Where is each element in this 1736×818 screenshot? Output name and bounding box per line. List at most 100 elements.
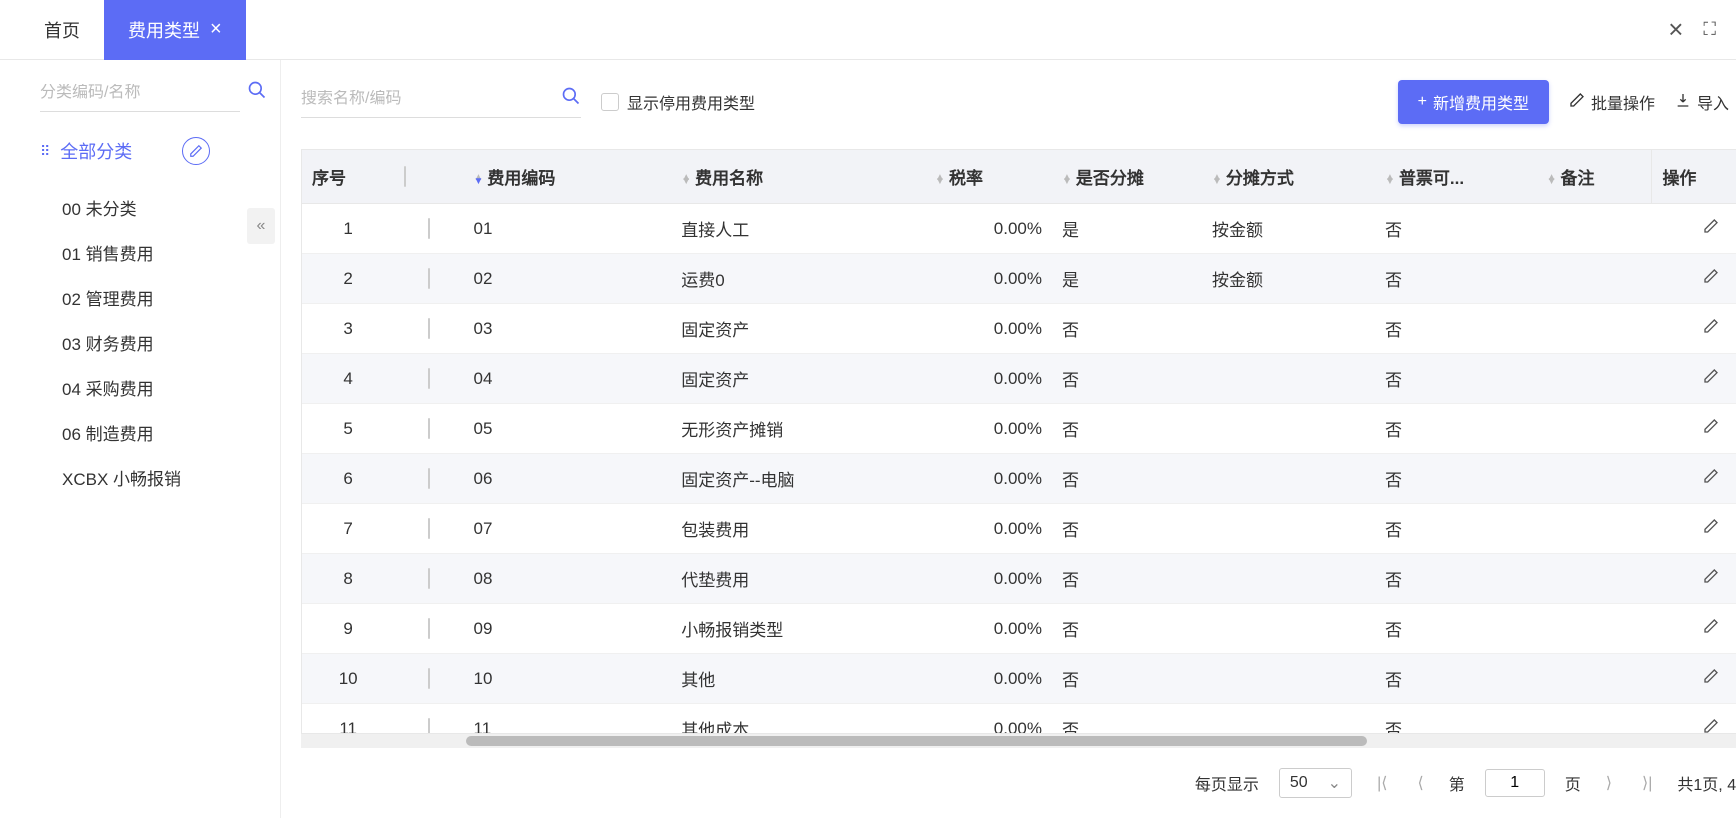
page-last-icon[interactable]: ⟩|: [1637, 773, 1657, 793]
row-edit-icon[interactable]: [1703, 721, 1719, 733]
per-page-select[interactable]: 50 ⌄: [1279, 768, 1352, 798]
table-row[interactable]: 202运费00.00%是按金额否: [302, 254, 1736, 304]
category-item[interactable]: 06 制造费用: [40, 410, 280, 455]
category-item[interactable]: 02 管理费用: [40, 275, 280, 320]
cell-checkbox[interactable]: [394, 704, 463, 734]
table-row[interactable]: 1111其他成本0.00%否否: [302, 704, 1736, 734]
checkbox-icon[interactable]: [428, 318, 430, 339]
batch-action-button[interactable]: 批量操作: [1569, 90, 1655, 114]
tab-close-icon[interactable]: ×: [210, 18, 222, 41]
category-item[interactable]: 04 采购费用: [40, 365, 280, 410]
cell-code: 06: [464, 454, 672, 504]
row-edit-icon[interactable]: [1703, 221, 1719, 238]
row-edit-icon[interactable]: [1703, 471, 1719, 488]
col-pp[interactable]: ▲▼普票可...: [1375, 150, 1537, 204]
horizontal-scrollbar[interactable]: [301, 734, 1736, 748]
cell-checkbox[interactable]: [394, 654, 463, 704]
col-isft[interactable]: ▲▼是否分摊: [1052, 150, 1202, 204]
tab-home[interactable]: 首页: [20, 0, 104, 60]
add-fee-type-button[interactable]: + 新增费用类型: [1398, 80, 1549, 124]
table-row[interactable]: 808代垫费用0.00%否否: [302, 554, 1736, 604]
row-edit-icon[interactable]: [1703, 321, 1719, 338]
row-edit-icon[interactable]: [1703, 271, 1719, 288]
edit-icon: [1569, 92, 1585, 113]
table-row[interactable]: 707包装费用0.00%否否: [302, 504, 1736, 554]
checkbox-icon[interactable]: [428, 668, 430, 689]
cell-checkbox[interactable]: [394, 254, 463, 304]
cell-ftway: [1202, 404, 1375, 454]
close-icon[interactable]: ×: [1668, 14, 1683, 45]
search-icon[interactable]: [247, 80, 267, 106]
category-item[interactable]: 00 未分类: [40, 185, 280, 230]
cell-name: 代垫费用: [671, 554, 925, 604]
category-item[interactable]: 01 销售费用: [40, 230, 280, 275]
cell-checkbox[interactable]: [394, 454, 463, 504]
table-row[interactable]: 303固定资产0.00%否否: [302, 304, 1736, 354]
cell-name: 无形资产摊销: [671, 404, 925, 454]
cell-checkbox[interactable]: [394, 204, 463, 254]
import-button[interactable]: 导入: [1675, 90, 1729, 114]
checkbox-icon[interactable]: [428, 218, 430, 239]
row-edit-icon[interactable]: [1703, 671, 1719, 688]
table-row[interactable]: 606固定资产--电脑0.00%否否: [302, 454, 1736, 504]
cell-checkbox[interactable]: [394, 554, 463, 604]
cell-checkbox[interactable]: [394, 604, 463, 654]
cell-pp: 否: [1375, 354, 1537, 404]
category-all-label[interactable]: 全部分类: [60, 138, 132, 164]
table-row[interactable]: 101直接人工0.00%是按金额否: [302, 204, 1736, 254]
cell-seq: 2: [302, 254, 394, 304]
checkbox-icon[interactable]: [428, 718, 430, 734]
scrollbar-thumb[interactable]: [466, 736, 1367, 746]
tab-fee-type[interactable]: 费用类型 ×: [104, 0, 246, 60]
row-edit-icon[interactable]: [1703, 621, 1719, 638]
checkbox-icon[interactable]: [428, 368, 430, 389]
category-item[interactable]: XCBX 小畅报销: [40, 455, 280, 500]
search-icon[interactable]: [561, 86, 581, 112]
table-search-input[interactable]: [301, 90, 561, 108]
col-ftway[interactable]: ▲▼分摊方式: [1202, 150, 1375, 204]
col-bz[interactable]: ▲▼备注: [1537, 150, 1652, 204]
checkbox-icon[interactable]: [428, 468, 430, 489]
cell-seq: 10: [302, 654, 394, 704]
page-input[interactable]: [1485, 769, 1545, 797]
cell-rate: 0.00%: [925, 204, 1052, 254]
category-edit-button[interactable]: [182, 137, 210, 165]
sidebar-search-input[interactable]: [40, 84, 247, 102]
cell-checkbox[interactable]: [394, 354, 463, 404]
cell-checkbox[interactable]: [394, 504, 463, 554]
row-edit-icon[interactable]: [1703, 571, 1719, 588]
table-row[interactable]: 1010其他0.00%否否: [302, 654, 1736, 704]
table-row[interactable]: 909小畅报销类型0.00%否否: [302, 604, 1736, 654]
col-checkbox[interactable]: [394, 150, 463, 204]
page-prev-icon[interactable]: ⟨: [1412, 773, 1428, 793]
table-row[interactable]: 404固定资产0.00%否否: [302, 354, 1736, 404]
sidebar-collapse-button[interactable]: «: [247, 208, 275, 244]
col-code[interactable]: ▲▼费用编码: [464, 150, 672, 204]
col-name[interactable]: ▲▼费用名称: [671, 150, 925, 204]
cell-checkbox[interactable]: [394, 404, 463, 454]
batch-label: 批量操作: [1591, 90, 1655, 114]
row-edit-icon[interactable]: [1703, 371, 1719, 388]
checkbox-icon[interactable]: [428, 418, 430, 439]
col-seq[interactable]: 序号: [302, 150, 394, 204]
cell-checkbox[interactable]: [394, 304, 463, 354]
page-first-icon[interactable]: |⟨: [1372, 773, 1392, 793]
page-next-icon[interactable]: ⟩: [1601, 773, 1617, 793]
checkbox-icon[interactable]: [428, 268, 430, 289]
row-edit-icon[interactable]: [1703, 421, 1719, 438]
checkbox-icon[interactable]: [428, 568, 430, 589]
cell-op: [1652, 504, 1736, 554]
cell-ftway: [1202, 554, 1375, 604]
category-item[interactable]: 03 财务费用: [40, 320, 280, 365]
checkbox-icon[interactable]: [601, 93, 619, 111]
checkbox-icon[interactable]: [428, 618, 430, 639]
fullscreen-icon[interactable]: ⛶: [1703, 19, 1716, 40]
checkbox-icon[interactable]: [404, 166, 406, 187]
checkbox-icon[interactable]: [428, 518, 430, 539]
table-row[interactable]: 505无形资产摊销0.00%否否: [302, 404, 1736, 454]
cell-pp: 否: [1375, 704, 1537, 734]
row-edit-icon[interactable]: [1703, 521, 1719, 538]
col-rate[interactable]: ▲▼税率: [925, 150, 1052, 204]
show-disabled-checkbox[interactable]: 显示停用费用类型: [601, 90, 755, 114]
cell-ftway: [1202, 454, 1375, 504]
